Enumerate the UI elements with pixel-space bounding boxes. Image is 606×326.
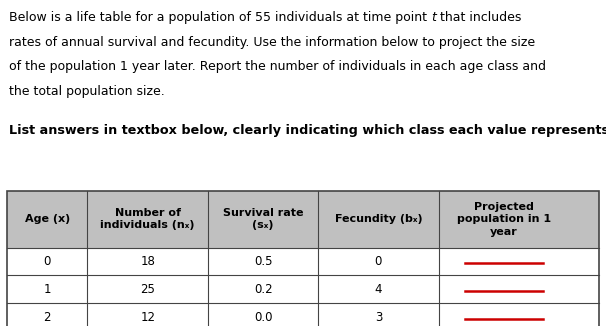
Text: 4: 4 xyxy=(375,283,382,296)
Text: Number of
individuals (nₓ): Number of individuals (nₓ) xyxy=(101,208,195,230)
Text: t: t xyxy=(431,11,436,24)
Text: Age (x): Age (x) xyxy=(25,214,70,224)
Text: 0.0: 0.0 xyxy=(254,311,272,323)
Text: the total population size.: the total population size. xyxy=(9,85,165,98)
Text: 0.2: 0.2 xyxy=(254,283,272,296)
Bar xyxy=(7,191,599,248)
Text: 0: 0 xyxy=(44,255,51,268)
Text: rates of annual survival and fecundity. Use the information below to project the: rates of annual survival and fecundity. … xyxy=(9,36,535,49)
Bar xyxy=(7,303,599,326)
Text: 0: 0 xyxy=(375,255,382,268)
Text: 2: 2 xyxy=(44,311,51,323)
Text: 1: 1 xyxy=(44,283,51,296)
Text: Fecundity (bₓ): Fecundity (bₓ) xyxy=(335,214,422,224)
Bar xyxy=(7,191,599,326)
Text: 12: 12 xyxy=(140,311,155,323)
Text: Projected
population in 1
year: Projected population in 1 year xyxy=(457,202,551,237)
Text: 18: 18 xyxy=(141,255,155,268)
Text: 25: 25 xyxy=(141,283,155,296)
Text: that includes: that includes xyxy=(436,11,521,24)
Bar xyxy=(7,275,599,303)
Text: Below is a life table for a population of 55 individuals at time point: Below is a life table for a population o… xyxy=(9,11,431,24)
Text: 0.5: 0.5 xyxy=(254,255,272,268)
Bar xyxy=(7,248,599,275)
Text: Survival rate
(sₓ): Survival rate (sₓ) xyxy=(223,208,304,230)
Text: of the population 1 year later. Report the number of individuals in each age cla: of the population 1 year later. Report t… xyxy=(9,60,546,73)
Text: List answers in textbox below, clearly indicating which class each value represe: List answers in textbox below, clearly i… xyxy=(9,124,606,137)
Text: 3: 3 xyxy=(375,311,382,323)
